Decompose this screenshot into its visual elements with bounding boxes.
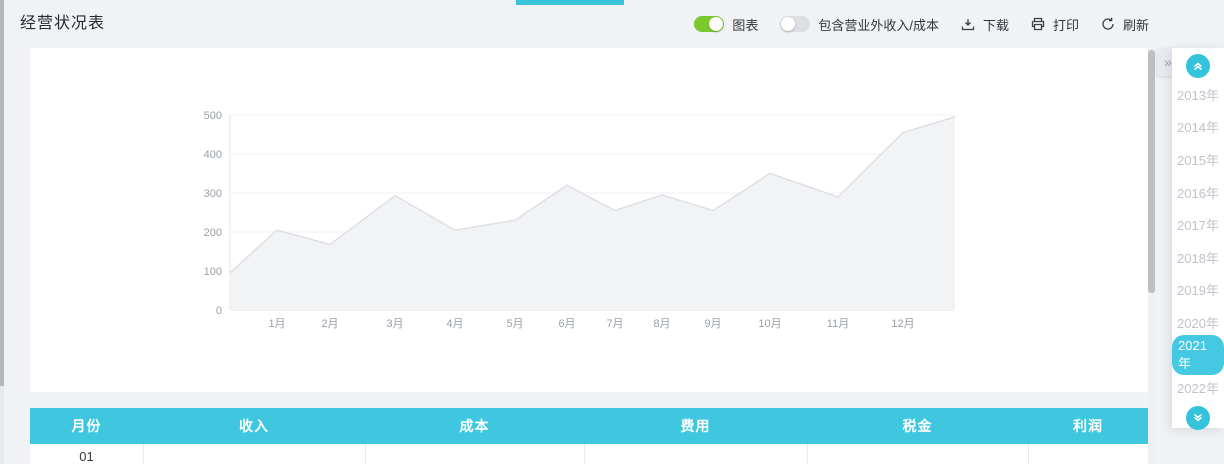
chart-toggle[interactable]: 图表 [694, 15, 758, 34]
svg-text:1月: 1月 [268, 318, 285, 330]
year-item-2018[interactable]: 2018年 [1177, 250, 1219, 266]
selected-year-pill: 2021年 [1172, 335, 1224, 376]
toggle-knob [709, 17, 724, 31]
year-item-2015[interactable]: 2015年 [1177, 152, 1219, 168]
year-item-2020[interactable]: 2020年 [1177, 315, 1219, 331]
year-panel: 2013年 2014年 2015年 2016年 2017年 2018年 2019年 2020年… [1172, 48, 1224, 430]
svg-text:12月: 12月 [891, 318, 914, 330]
svg-text:7月: 7月 [606, 318, 623, 330]
content-scrollbar-thumb[interactable] [1148, 50, 1155, 293]
svg-text:2月: 2月 [321, 318, 338, 330]
table-header-cell: 月份 [71, 418, 102, 434]
year-item-2021[interactable]: 2021年 [1172, 335, 1224, 376]
table-header-row: 月份 收入 成本 费用 税金 利润 [30, 408, 1148, 444]
table-cell [807, 444, 1028, 464]
download-icon [961, 19, 975, 31]
svg-text:4月: 4月 [446, 318, 463, 330]
year-scroll-down-button[interactable] [1186, 405, 1210, 430]
chevron-double-right-icon: » [1164, 54, 1172, 70]
table-header-cell: 利润 [1073, 418, 1103, 434]
svg-text:0: 0 [216, 305, 222, 317]
year-item-2013[interactable]: 2013年 [1177, 87, 1219, 103]
top-scroll-indicator [516, 0, 624, 5]
download-label: 下载 [982, 17, 1009, 33]
svg-text:5月: 5月 [506, 318, 523, 330]
svg-text:6月: 6月 [558, 318, 575, 330]
table-header-cell: 成本 [459, 418, 490, 434]
include-nonoperating-label: 包含营业外收入/成本 [818, 17, 939, 33]
svg-text:3月: 3月 [386, 318, 403, 330]
year-list: 2013年 2014年 2015年 2016年 2017年 2018年 2019年 2020年… [1172, 78, 1224, 404]
chevron-double-up-icon [1193, 62, 1203, 71]
toggle-knob [781, 17, 796, 31]
business-status-area-chart[interactable]: 0 100 200 300 400 500 1月 2月 3月 4月 5月 6月 7月 8月 9月 10月 11月… [30, 48, 1148, 392]
print-icon [1031, 17, 1045, 31]
chart-toggle-switch[interactable] [694, 16, 725, 32]
svg-text:11月: 11月 [827, 318, 849, 330]
chart-toggle-label: 图表 [732, 17, 759, 33]
print-button[interactable]: 打印 [1031, 15, 1079, 34]
table-cell: 01 [79, 449, 94, 464]
refresh-label: 刷新 [1122, 17, 1149, 33]
svg-text:9月: 9月 [704, 318, 721, 330]
page-header: 经营状况表 图表 包含营业外收入/成本 下载 打印 刷新 [0, 0, 1224, 48]
refresh-button[interactable]: 刷新 [1101, 15, 1149, 34]
year-item-2022[interactable]: 2022年 [1177, 381, 1219, 397]
svg-text:500: 500 [204, 110, 222, 122]
include-nonoperating-toggle[interactable]: 包含营业外收入/成本 [780, 15, 939, 34]
year-item-2014[interactable]: 2014年 [1177, 120, 1219, 136]
table-cell [365, 444, 584, 464]
svg-text:300: 300 [204, 188, 222, 200]
chevron-double-down-icon [1193, 413, 1203, 422]
table-header-cell: 收入 [239, 418, 269, 434]
table-cell [143, 444, 365, 464]
svg-text:200: 200 [204, 227, 222, 239]
include-nonoperating-switch[interactable] [780, 16, 811, 32]
toolbar: 图表 包含营业外收入/成本 下载 打印 刷新 [694, 0, 1149, 48]
year-scroll-up-button[interactable] [1186, 54, 1210, 78]
table-header-cell: 费用 [680, 418, 711, 434]
svg-text:400: 400 [204, 149, 222, 161]
svg-text:10月: 10月 [758, 318, 781, 330]
refresh-icon [1102, 17, 1114, 30]
download-button[interactable]: 下载 [961, 15, 1009, 34]
svg-text:8月: 8月 [653, 318, 670, 330]
table-cell [1028, 444, 1148, 464]
table-row[interactable]: 01 [30, 444, 1148, 464]
year-item-2019[interactable]: 2019年 [1177, 283, 1219, 299]
year-item-2017[interactable]: 2017年 [1177, 218, 1219, 234]
svg-text:100: 100 [204, 266, 222, 278]
page-title: 经营状况表 [20, 15, 106, 32]
year-item-2016[interactable]: 2016年 [1177, 185, 1219, 201]
chart-card: 0 100 200 300 400 500 1月 2月 3月 4月 5月 6月 7月 8月 9月 10月 11月… [30, 48, 1148, 392]
table-cell [584, 444, 807, 464]
print-label: 打印 [1052, 17, 1079, 33]
table-header-cell: 税金 [902, 418, 933, 434]
business-status-table: 月份 收入 成本 费用 税金 利润 01 [30, 408, 1148, 464]
left-scrollbar-thumb[interactable] [0, 0, 4, 386]
